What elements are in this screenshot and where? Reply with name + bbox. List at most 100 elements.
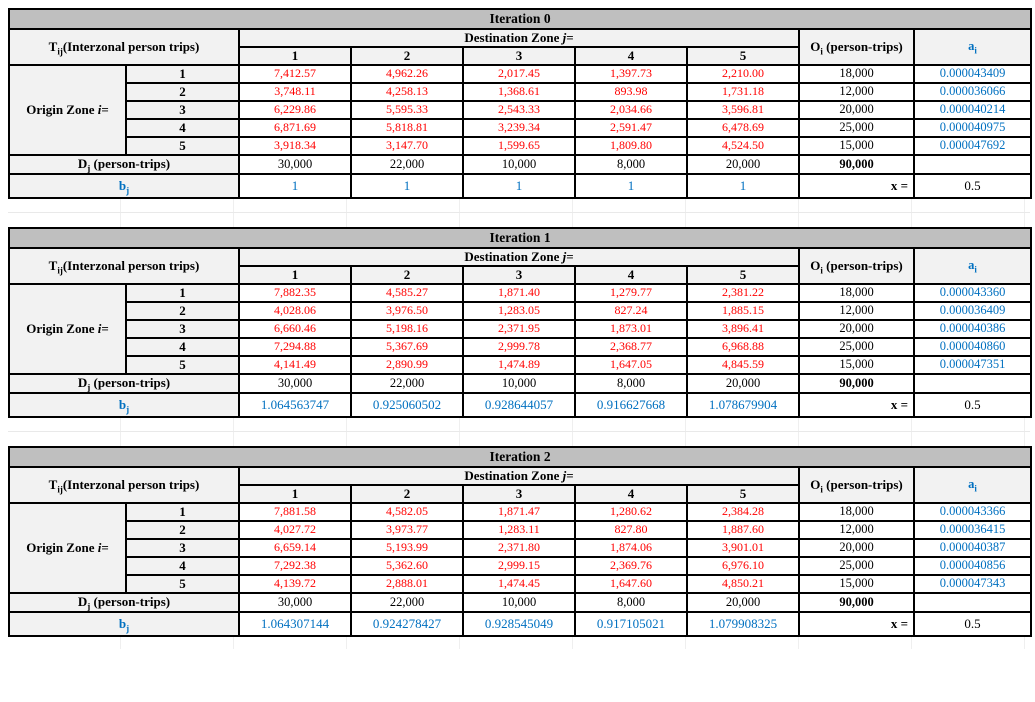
oi-value-cell: 25,000 bbox=[798, 337, 915, 357]
iteration-table-2: Iteration 2 Tij(Interzonal person trips)… bbox=[7, 446, 1033, 637]
dj-value-cell: 10,000 bbox=[462, 592, 576, 613]
bj-value-cell: 1 bbox=[350, 173, 464, 199]
trip-value-cell: 4,141.49 bbox=[238, 355, 352, 375]
x-equals-label: x = bbox=[798, 173, 915, 199]
trip-row: 2 4,027.72 3,973.77 1,283.11 827.80 1,88… bbox=[9, 520, 1033, 540]
title-row: Iteration 0 bbox=[7, 8, 1033, 30]
trip-value-cell: 4,962.26 bbox=[350, 64, 464, 84]
label-text: a bbox=[968, 477, 975, 492]
header-row-1: Tij(Interzonal person trips) Destination… bbox=[8, 466, 1033, 504]
trip-value-cell: 1,731.18 bbox=[686, 82, 800, 102]
trip-row: 4 6,871.69 5,818.81 3,239.34 2,591.47 6,… bbox=[9, 118, 1033, 138]
label-sub: j bbox=[87, 601, 91, 612]
origin-row-header: 2 bbox=[125, 520, 240, 540]
dj-row: Dj (person-trips) 30,000 22,000 10,000 8… bbox=[8, 592, 1033, 613]
trip-value-cell: 2,999.15 bbox=[462, 556, 576, 576]
label-text: b bbox=[118, 177, 127, 193]
origin-zone-label: Origin Zone i= bbox=[8, 502, 127, 594]
ai-header: ai bbox=[912, 247, 1033, 285]
dj-value-cell: 22,000 bbox=[350, 592, 464, 613]
trip-value-cell: 4,845.59 bbox=[686, 355, 800, 375]
empty-cell bbox=[912, 592, 1033, 613]
ai-value-cell: 0.000047692 bbox=[912, 136, 1033, 156]
trip-value-cell: 4,582.05 bbox=[350, 502, 464, 522]
destination-col-header: 1 bbox=[238, 484, 352, 504]
dj-label: Dj (person-trips) bbox=[8, 373, 240, 394]
label-text: a bbox=[968, 39, 975, 54]
label-sub: j bbox=[126, 404, 130, 415]
origin-row-header: 2 bbox=[125, 82, 240, 102]
worksheet: Iteration 0 Tij(Interzonal person trips)… bbox=[7, 8, 1033, 649]
label-text: Origin Zone bbox=[26, 539, 98, 555]
oi-value-cell: 15,000 bbox=[798, 355, 915, 375]
x-value-cell: 0.5 bbox=[912, 173, 1033, 199]
origin-zone-label: Origin Zone i= bbox=[8, 64, 127, 156]
ai-value-cell: 0.000043366 bbox=[912, 502, 1033, 522]
trip-value-cell: 5,367.69 bbox=[350, 337, 464, 357]
trip-value-cell: 7,881.58 bbox=[238, 502, 352, 522]
iteration-table-0: Iteration 0 Tij(Interzonal person trips)… bbox=[7, 8, 1033, 199]
dj-value-cell: 30,000 bbox=[238, 373, 352, 394]
destination-col-header: 5 bbox=[686, 265, 800, 285]
trip-value-cell: 4,139.72 bbox=[238, 574, 352, 594]
trip-value-cell: 5,362.60 bbox=[350, 556, 464, 576]
header-row-2: 1 2 3 4 5 bbox=[9, 265, 1031, 285]
trip-value-cell: 1,474.89 bbox=[462, 355, 576, 375]
trip-value-cell: 5,193.99 bbox=[350, 538, 464, 558]
label-text: (person-trips) bbox=[822, 257, 903, 273]
x-value-cell: 0.5 bbox=[912, 392, 1033, 418]
label-text: Origin Zone bbox=[26, 101, 98, 117]
label-text: O bbox=[810, 257, 821, 273]
trip-value-cell: 1,809.80 bbox=[574, 136, 688, 156]
bj-value-cell: 1.079908325 bbox=[686, 611, 800, 637]
label-sub: j bbox=[87, 163, 91, 174]
trip-value-cell: 1,874.06 bbox=[574, 538, 688, 558]
oi-total-cell: 90,000 bbox=[798, 154, 915, 175]
label-text: = bbox=[101, 539, 109, 555]
label-text: (Interzonal person trips) bbox=[62, 476, 200, 492]
label-italic: j bbox=[562, 248, 567, 264]
bj-value-cell: 0.916627668 bbox=[574, 392, 688, 418]
destination-col-header: 2 bbox=[350, 265, 464, 285]
iteration-title: Iteration 2 bbox=[7, 446, 1033, 468]
label-italic: i bbox=[97, 539, 102, 555]
destination-zone-label: Destination Zone j= bbox=[238, 28, 800, 48]
origin-row-header: 5 bbox=[125, 574, 240, 594]
origin-row-header: 1 bbox=[125, 283, 240, 303]
label-sub: ij bbox=[57, 484, 63, 495]
ai-value-cell: 0.000040975 bbox=[912, 118, 1033, 138]
destination-col-header: 5 bbox=[686, 46, 800, 66]
bj-value-cell: 0.924278427 bbox=[350, 611, 464, 637]
oi-total-cell: 90,000 bbox=[798, 373, 915, 394]
label-text: (person-trips) bbox=[90, 375, 171, 391]
title-row: Iteration 1 bbox=[7, 227, 1033, 249]
header-row-1: Tij(Interzonal person trips) Destination… bbox=[8, 28, 1033, 66]
trip-value-cell: 6,871.69 bbox=[238, 118, 352, 138]
destination-zone-label: Destination Zone j= bbox=[238, 247, 800, 267]
oi-total-cell: 90,000 bbox=[798, 592, 915, 613]
trip-value-cell: 1,871.40 bbox=[462, 283, 576, 303]
bj-label: bj bbox=[8, 173, 240, 199]
trip-row: 3 6,229.86 5,595.33 2,543.33 2,034.66 3,… bbox=[9, 100, 1033, 120]
label-text: = bbox=[566, 29, 574, 45]
oi-value-cell: 25,000 bbox=[798, 556, 915, 576]
trip-row: 5 4,141.49 2,890.99 1,474.89 1,647.05 4,… bbox=[9, 355, 1033, 375]
label-text: T bbox=[48, 38, 58, 54]
trip-value-cell: 6,976.10 bbox=[686, 556, 800, 576]
label-sub: j bbox=[87, 382, 91, 393]
oi-value-cell: 20,000 bbox=[798, 319, 915, 339]
trip-value-cell: 3,748.11 bbox=[238, 82, 352, 102]
label-sub: i bbox=[820, 265, 823, 276]
ai-value-cell: 0.000040386 bbox=[912, 319, 1033, 339]
bj-row: bj 1.064563747 0.925060502 0.928644057 0… bbox=[8, 392, 1033, 418]
trip-value-cell: 4,258.13 bbox=[350, 82, 464, 102]
trip-row: 4 7,294.88 5,367.69 2,999.78 2,368.77 6,… bbox=[9, 337, 1033, 357]
trip-value-cell: 2,384.28 bbox=[686, 502, 800, 522]
origin-row-header: 3 bbox=[125, 100, 240, 120]
trip-value-cell: 1,647.60 bbox=[574, 574, 688, 594]
trip-row: Origin Zone i= 1 7,882.35 4,585.27 1,871… bbox=[8, 283, 1033, 375]
tij-label: Tij(Interzonal person trips) bbox=[8, 247, 240, 285]
trip-value-cell: 2,890.99 bbox=[350, 355, 464, 375]
bj-value-cell: 1 bbox=[462, 173, 576, 199]
trip-value-cell: 4,027.72 bbox=[238, 520, 352, 540]
